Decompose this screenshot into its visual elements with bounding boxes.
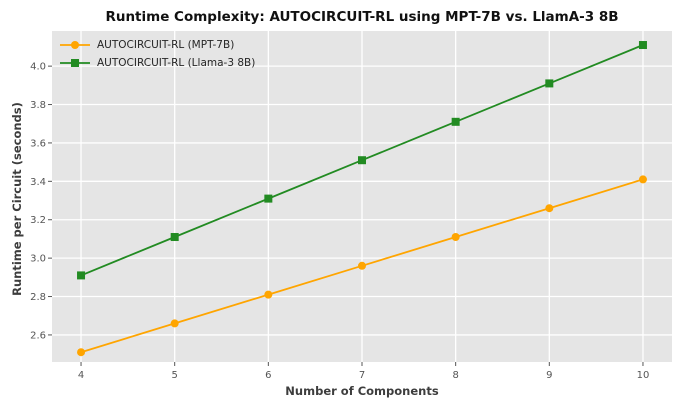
data-marker-circle	[264, 290, 273, 299]
legend-item-mpt-7b: AUTOCIRCUIT-RL (MPT-7B)	[59, 36, 255, 54]
data-marker-square	[638, 41, 647, 50]
data-marker-square	[451, 117, 460, 126]
legend-swatch-mpt-7b	[60, 41, 90, 49]
data-marker-square	[264, 194, 273, 203]
x-tick-label: 9	[546, 370, 552, 381]
y-tick-label: 3.0	[30, 254, 46, 265]
x-tick-label: 7	[359, 370, 365, 381]
legend-label-mpt-7b: AUTOCIRCUIT-RL (MPT-7B)	[97, 39, 235, 51]
chart-title: Runtime Complexity: AUTOCIRCUIT-RL using…	[105, 9, 619, 25]
data-marker-circle	[451, 233, 460, 242]
x-tick-label: 10	[637, 370, 650, 381]
data-marker-circle	[638, 175, 647, 184]
x-tick-label: 4	[78, 370, 84, 381]
data-marker-square	[358, 156, 366, 165]
legend-marker-circle	[71, 41, 79, 49]
legend-swatch-llama-3-8b	[60, 59, 90, 67]
x-tick-label: 8	[452, 370, 458, 381]
data-marker-circle	[170, 319, 179, 328]
data-marker-square	[545, 79, 554, 88]
x-tick-label: 6	[265, 370, 271, 381]
legend-label-llama-3-8b: AUTOCIRCUIT-RL (Llama-3 8B)	[97, 57, 256, 69]
x-tick-label: 5	[172, 370, 178, 381]
legend-item-llama-3-8b: AUTOCIRCUIT-RL (Llama-3 8B)	[59, 54, 255, 72]
y-tick-label: 3.8	[30, 100, 46, 111]
data-marker-circle	[545, 204, 554, 213]
y-tick-label: 2.8	[30, 292, 46, 303]
data-marker-square	[77, 271, 86, 280]
y-tick-label: 2.6	[30, 330, 46, 341]
y-tick-label: 3.4	[30, 177, 46, 188]
x-axis-label: Number of Components	[285, 384, 439, 398]
legend: AUTOCIRCUIT-RL (MPT-7B) AUTOCIRCUIT-RL (…	[59, 36, 255, 72]
y-tick-label: 4.0	[30, 62, 46, 73]
y-tick-label: 3.6	[30, 138, 46, 149]
y-axis-label: Runtime per Circuit (seconds)	[10, 102, 24, 296]
y-tick-label: 3.2	[30, 215, 46, 226]
data-marker-square	[170, 233, 179, 242]
legend-marker-square	[71, 59, 79, 67]
data-marker-circle	[358, 261, 366, 270]
data-marker-circle	[77, 348, 86, 357]
